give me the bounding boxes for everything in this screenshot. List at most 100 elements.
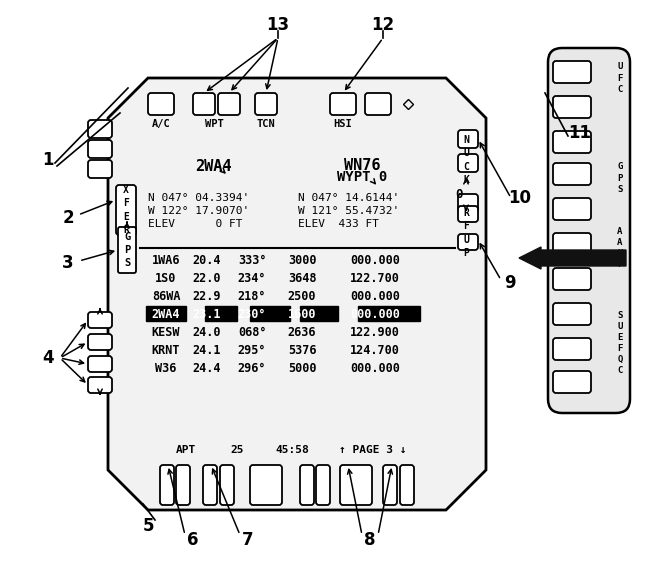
Text: 1WA6: 1WA6 [151,253,180,266]
Text: 11: 11 [569,124,592,142]
FancyBboxPatch shape [88,356,112,372]
FancyBboxPatch shape [553,371,591,393]
Text: TCN: TCN [257,119,276,129]
FancyBboxPatch shape [553,233,591,255]
Text: 000.000: 000.000 [350,290,400,303]
FancyBboxPatch shape [400,465,414,505]
FancyBboxPatch shape [88,160,112,178]
Text: 86WA: 86WA [151,290,180,303]
FancyBboxPatch shape [88,120,112,138]
Text: W36: W36 [155,361,177,374]
Text: S
U
E
F
Q
C: S U E F Q C [618,311,623,375]
Text: 22.0: 22.0 [193,272,221,285]
Text: W 122° 17.9070': W 122° 17.9070' [148,206,249,216]
Text: 2500: 2500 [288,290,317,303]
Text: 24.1: 24.1 [193,344,221,357]
FancyBboxPatch shape [220,465,234,505]
Text: 122.900: 122.900 [350,325,400,339]
Text: 000.000: 000.000 [350,253,400,266]
FancyBboxPatch shape [548,48,630,413]
Text: 24.0: 24.0 [193,325,221,339]
Text: 2636: 2636 [288,325,317,339]
FancyArrow shape [519,247,626,269]
Bar [146,306,186,321]
Text: 234°: 234° [238,272,266,285]
Text: 25: 25 [230,445,244,455]
Text: 000.000: 000.000 [350,361,400,374]
Text: 10: 10 [508,189,532,207]
Text: N 047° 04.3394': N 047° 04.3394' [148,193,249,203]
FancyBboxPatch shape [383,465,397,505]
Text: G
P
S: G P S [124,232,130,268]
Text: 13: 13 [266,16,289,34]
Text: APT: APT [176,445,196,455]
Text: R
F
U
P: R F U P [463,208,469,258]
Text: 8: 8 [364,531,376,549]
Bar [205,306,237,321]
Text: 000.000: 000.000 [350,307,400,320]
Text: 45:58: 45:58 [275,445,309,455]
Text: 4: 4 [42,349,54,367]
Polygon shape [108,78,486,510]
Text: 218°: 218° [238,290,266,303]
Text: ↑ PAGE 3 ↓: ↑ PAGE 3 ↓ [339,445,407,455]
FancyBboxPatch shape [458,154,478,172]
Text: WN76: WN76 [344,157,380,173]
FancyBboxPatch shape [148,93,174,115]
FancyBboxPatch shape [458,130,478,148]
FancyBboxPatch shape [553,96,591,118]
FancyBboxPatch shape [88,377,112,393]
Text: 122.700: 122.700 [350,272,400,285]
Text: 3: 3 [62,254,74,272]
Text: 1600: 1600 [288,307,317,320]
Text: ELEV  433 FT: ELEV 433 FT [298,219,379,229]
Text: 23.1: 23.1 [193,307,221,320]
Bar [358,306,420,321]
Text: WPT: WPT [205,119,224,129]
FancyBboxPatch shape [176,465,190,505]
Text: 20.4: 20.4 [193,253,221,266]
Text: 5: 5 [142,517,154,535]
Text: 3648: 3648 [288,272,317,285]
FancyBboxPatch shape [553,303,591,325]
FancyBboxPatch shape [458,206,478,222]
FancyBboxPatch shape [316,465,330,505]
Text: 230°: 230° [238,307,266,320]
Text: KESW: KESW [151,325,180,339]
FancyBboxPatch shape [340,465,372,505]
FancyBboxPatch shape [553,61,591,83]
Text: 333°: 333° [238,253,266,266]
Text: 296°: 296° [238,361,266,374]
Text: 3000: 3000 [288,253,317,266]
Text: 7: 7 [242,531,254,549]
FancyBboxPatch shape [193,93,215,115]
Text: 9: 9 [504,274,516,292]
Text: 12: 12 [371,16,395,34]
FancyBboxPatch shape [218,93,240,115]
Text: 1: 1 [42,151,54,169]
Text: 2: 2 [62,209,74,227]
Text: 124.700: 124.700 [350,344,400,357]
Text: A
A
U
P: A A U P [618,227,623,269]
Text: X
F
E
R: X F E R [123,185,129,235]
Text: 5000: 5000 [288,361,317,374]
FancyBboxPatch shape [365,93,391,115]
FancyBboxPatch shape [553,198,591,220]
Text: ELEV      0 FT: ELEV 0 FT [148,219,242,229]
FancyBboxPatch shape [160,465,174,505]
Text: 2WA4: 2WA4 [151,307,180,320]
Text: WYPT 0: WYPT 0 [337,170,387,184]
FancyBboxPatch shape [88,312,112,328]
Text: U
F
C: U F C [618,62,623,94]
FancyBboxPatch shape [553,338,591,360]
Text: G
P
S: G P S [618,162,623,194]
Text: HSI: HSI [333,119,352,129]
FancyBboxPatch shape [458,194,478,212]
FancyBboxPatch shape [118,227,136,273]
Text: A/C: A/C [151,119,170,129]
FancyBboxPatch shape [553,131,591,153]
Text: 0: 0 [455,187,463,201]
FancyBboxPatch shape [458,234,478,250]
Bar [300,306,338,321]
FancyBboxPatch shape [88,140,112,158]
